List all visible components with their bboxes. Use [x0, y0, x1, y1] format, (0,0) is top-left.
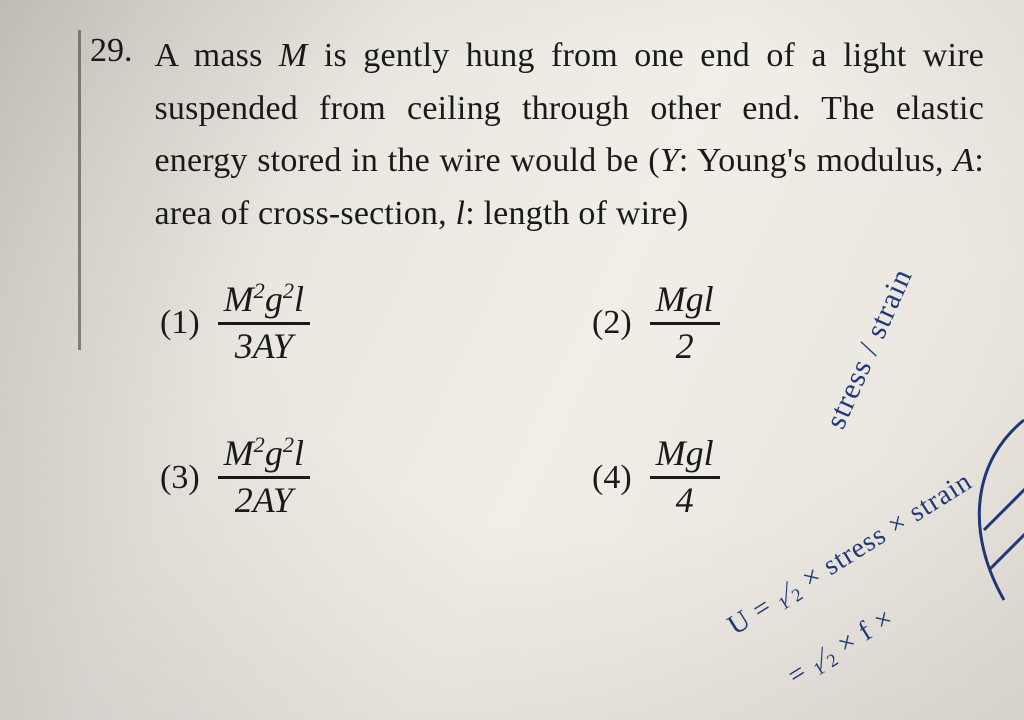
margin-rule	[78, 30, 81, 350]
question-text: A mass M is gently hung from one end of …	[155, 30, 985, 241]
option-fraction: Mgl 4	[650, 435, 720, 520]
fraction-numerator: M2g2l	[218, 435, 310, 479]
variable-A: A	[953, 142, 974, 179]
option-label: (3)	[160, 459, 200, 497]
question-text-part: : Young's modulus,	[679, 142, 954, 179]
fraction-numerator: Mgl	[650, 435, 720, 479]
fraction-numerator: M2g2l	[218, 281, 310, 325]
fraction-denominator: 2AY	[235, 479, 293, 520]
option-fraction: M2g2l 3AY	[218, 281, 310, 366]
option-3: (3) M2g2l 2AY	[160, 435, 552, 520]
handwriting-line-2: = 1⁄2 × f ×	[782, 602, 900, 693]
question-text-part: A mass	[155, 37, 279, 74]
variable-Y: Y	[660, 142, 679, 179]
fraction-denominator: 2	[676, 325, 694, 366]
option-label: (1)	[160, 304, 200, 342]
fraction-numerator: Mgl	[650, 281, 720, 325]
option-fraction: Mgl 2	[650, 281, 720, 366]
variable-l: l	[456, 195, 466, 232]
option-label: (2)	[592, 304, 632, 342]
page: 29. A mass M is gently hung from one end…	[0, 0, 1024, 720]
question-text-part: : length of wire)	[465, 195, 688, 232]
option-fraction: M2g2l 2AY	[218, 435, 310, 520]
option-label: (4)	[592, 459, 632, 497]
option-1: (1) M2g2l 3AY	[160, 281, 552, 366]
option-2: (2) Mgl 2	[592, 281, 984, 366]
question-block: 29. A mass M is gently hung from one end…	[90, 30, 984, 241]
fraction-denominator: 3AY	[235, 325, 293, 366]
fraction-denominator: 4	[676, 479, 694, 520]
variable-M: M	[279, 37, 308, 74]
question-number: 29.	[90, 30, 133, 70]
